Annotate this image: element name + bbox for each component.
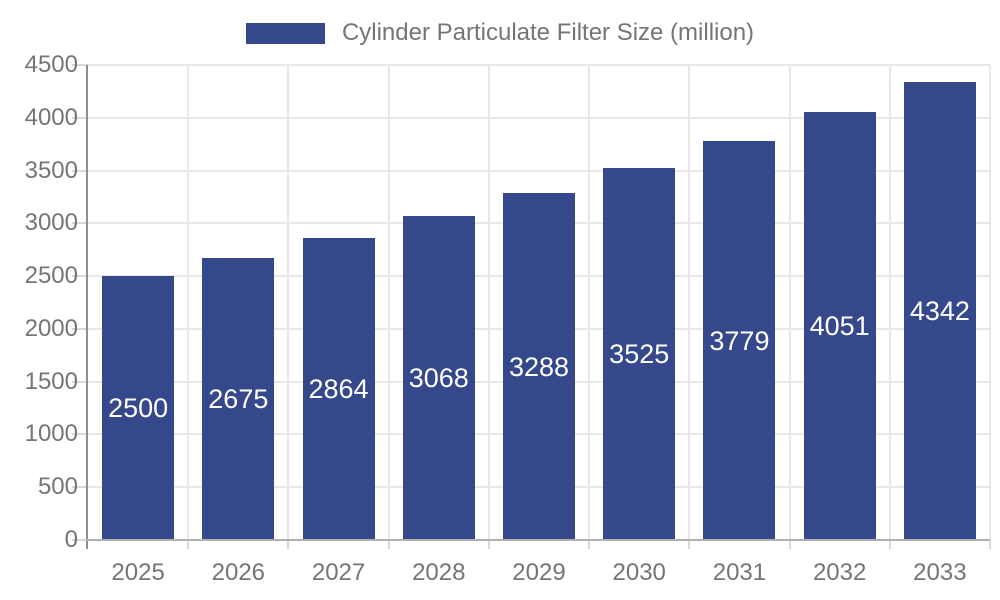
x-tick-label-2033: 2033: [913, 559, 967, 586]
y-tick-label: 1000: [24, 420, 78, 448]
bar-2025: 2500: [102, 276, 175, 540]
y-axis-tick: [72, 486, 88, 489]
bar-2026: 2675: [202, 258, 275, 540]
y-axis-tick: [72, 64, 88, 66]
gridline-vertical: [888, 65, 891, 540]
gridline-vertical: [387, 65, 390, 540]
legend-label: Cylinder Particulate Filter Size (millio…: [341, 19, 755, 46]
bar-2027: 2864: [302, 238, 375, 540]
y-axis-tick: [72, 169, 88, 172]
y-tick-label: 3000: [24, 209, 78, 237]
x-tick-label-2032: 2032: [812, 559, 867, 586]
x-axis-tick: [187, 540, 190, 549]
y-axis-tick: [72, 116, 88, 119]
bar-value-label-2027: 2864: [308, 374, 369, 404]
x-axis-tick: [387, 540, 390, 549]
gridline-vertical: [688, 65, 691, 540]
y-tick-label: 1500: [24, 367, 78, 395]
x-axis-tick: [588, 540, 591, 549]
bar-2032: 4051: [803, 112, 876, 540]
x-tick-label-2028: 2028: [412, 559, 466, 586]
x-axis-tick: [788, 540, 791, 549]
bar-2028: 3068: [402, 216, 475, 540]
x-tick-label-2030: 2030: [612, 559, 666, 586]
y-axis-tick: [72, 433, 88, 436]
gridline-horizontal: [88, 64, 990, 66]
x-axis-tick: [688, 540, 691, 549]
bar-2033: 4342: [903, 82, 976, 540]
bar-value-label-2033: 4342: [909, 296, 970, 326]
y-axis-tick: [72, 327, 88, 330]
gridline-vertical: [187, 65, 190, 540]
gridline-vertical: [989, 65, 991, 540]
x-tick-label-2027: 2027: [311, 559, 366, 586]
bar-value-label-2032: 4051: [809, 311, 870, 341]
x-tick-label-2031: 2031: [712, 559, 767, 586]
y-tick-label: 4000: [24, 103, 78, 131]
bar-2031: 3779: [703, 141, 776, 540]
y-tick-label: 3500: [24, 156, 78, 184]
x-axis-tick: [287, 540, 290, 549]
x-axis-tick: [989, 540, 991, 549]
y-tick-label: 0: [64, 526, 78, 553]
x-axis-tick: [487, 540, 490, 549]
gridline-horizontal: [88, 116, 990, 119]
gridline-vertical: [588, 65, 591, 540]
y-axis-tick: [72, 380, 88, 383]
bar-2029: 3288: [503, 193, 575, 540]
gridline-vertical: [487, 65, 490, 540]
y-tick-label: 500: [37, 473, 78, 501]
bar-2030: 3525: [603, 168, 676, 540]
y-tick-label: 2500: [24, 262, 78, 290]
legend-swatch: [245, 22, 325, 44]
x-axis-line: [86, 539, 990, 541]
bar-value-label-2026: 2675: [208, 384, 269, 414]
chart-legend[interactable]: Cylinder Particulate Filter Size (millio…: [0, 20, 1000, 46]
bar-value-label-2029: 3288: [508, 351, 570, 382]
bar-value-label-2028: 3068: [408, 363, 469, 393]
gridline-horizontal: [88, 169, 990, 172]
x-tick-label-2029: 2029: [512, 559, 566, 586]
x-axis-tick: [888, 540, 891, 549]
y-axis-tick: [72, 222, 88, 225]
y-axis-line: [86, 65, 88, 549]
x-tick-label-2026: 2026: [211, 559, 266, 586]
gridline-vertical: [788, 65, 791, 540]
x-tick-label-2025: 2025: [111, 559, 165, 586]
bar-value-label-2030: 3525: [609, 339, 670, 369]
y-axis-tick: [72, 539, 88, 541]
bar-value-label-2031: 3779: [709, 325, 770, 356]
y-tick-label: 4500: [24, 51, 78, 78]
y-axis-tick: [72, 275, 88, 278]
gridline-vertical: [287, 65, 290, 540]
y-tick-label: 2000: [24, 314, 78, 342]
bar-value-label-2025: 2500: [108, 393, 169, 423]
